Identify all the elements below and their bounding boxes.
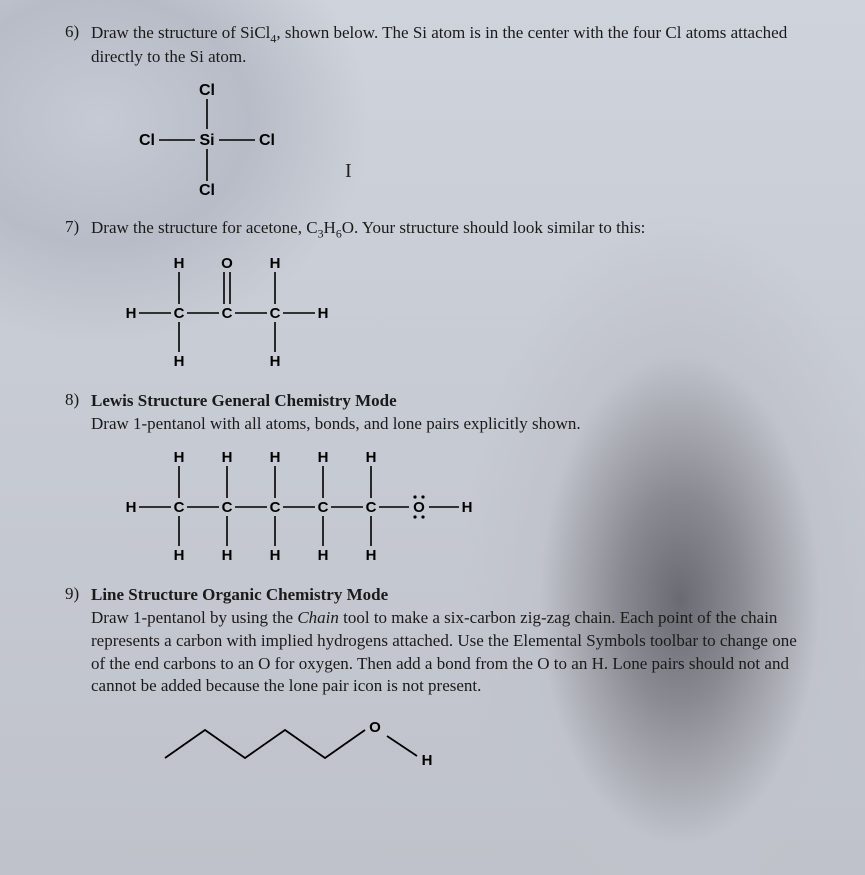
svg-text:H: H <box>462 499 473 516</box>
svg-text:C: C <box>174 499 185 516</box>
atom-h: H <box>422 752 433 769</box>
q9-diagram: O H <box>155 708 815 778</box>
svg-text:O: O <box>413 499 425 516</box>
svg-text:O: O <box>221 255 233 272</box>
question-7: 7) Draw the structure for acetone, C3H6O… <box>65 217 815 371</box>
worksheet-page: 6) Draw the structure of SiCl4, shown be… <box>0 0 865 816</box>
q7-number: 7) <box>65 217 91 237</box>
atom-cl-top: Cl <box>199 82 215 99</box>
q8-number: 8) <box>65 390 91 410</box>
q6-diagram: Cl Si Cl Cl Cl <box>107 79 815 199</box>
atom-cl-left: Cl <box>139 132 155 149</box>
question-6: 6) Draw the structure of SiCl4, shown be… <box>65 22 815 199</box>
q7-tb: H <box>324 218 336 237</box>
q7-text: Draw the structure for acetone, C3H6O. Y… <box>91 217 815 241</box>
pentanol-line: O H <box>155 708 475 778</box>
svg-text:H: H <box>126 499 137 516</box>
q6-number: 6) <box>65 22 91 42</box>
q7-diagram: H O H H C C C H H H <box>107 252 815 372</box>
svg-text:H: H <box>270 449 281 466</box>
atom-o: O <box>369 719 381 736</box>
svg-text:H: H <box>222 449 233 466</box>
q7-tc: O. Your structure should look similar to… <box>342 218 646 237</box>
q8-body: Draw 1-pentanol with all atoms, bonds, a… <box>91 414 581 433</box>
pentanol-lewis: H H H H H H C C C C C O H H H <box>107 446 507 566</box>
svg-text:C: C <box>270 499 281 516</box>
q9-ta: Draw 1-pentanol by using the <box>91 608 297 627</box>
svg-text:H: H <box>270 547 281 564</box>
q7-ta: Draw the structure for acetone, C <box>91 218 318 237</box>
svg-text:C: C <box>222 499 233 516</box>
q8-diagram: H H H H H H C C C C C O H H H <box>107 446 815 566</box>
sicl4-structure: Cl Si Cl Cl Cl <box>107 79 447 199</box>
svg-text:H: H <box>174 547 185 564</box>
svg-text:C: C <box>270 305 281 322</box>
q9-number: 9) <box>65 584 91 604</box>
svg-text:H: H <box>174 449 185 466</box>
svg-text:H: H <box>318 449 329 466</box>
acetone-structure: H O H H C C C H H H <box>107 252 367 372</box>
svg-text:C: C <box>174 305 185 322</box>
q9-chain: Chain <box>297 608 339 627</box>
question-8: 8) Lewis Structure General Chemistry Mod… <box>65 390 815 566</box>
svg-text:H: H <box>366 547 377 564</box>
svg-text:H: H <box>174 353 185 370</box>
svg-text:H: H <box>366 449 377 466</box>
atom-cl-bottom: Cl <box>199 182 215 199</box>
atom-si: Si <box>199 132 214 149</box>
q8-title: Lewis Structure General Chemistry Mode <box>91 391 397 410</box>
q9-text: Line Structure Organic Chemistry Mode Dr… <box>91 584 815 699</box>
q9-title: Line Structure Organic Chemistry Mode <box>91 585 388 604</box>
question-9: 9) Line Structure Organic Chemistry Mode… <box>65 584 815 779</box>
svg-text:C: C <box>318 499 329 516</box>
svg-text:H: H <box>318 547 329 564</box>
q8-text: Lewis Structure General Chemistry Mode D… <box>91 390 815 436</box>
svg-text:C: C <box>222 305 233 322</box>
q6-text: Draw the structure of SiCl4, shown below… <box>91 22 815 69</box>
svg-text:H: H <box>174 255 185 272</box>
q6-text-a: Draw the structure of SiCl <box>91 23 270 42</box>
svg-text:H: H <box>318 305 329 322</box>
svg-text:H: H <box>270 353 281 370</box>
svg-text:H: H <box>222 547 233 564</box>
svg-text:C: C <box>366 499 377 516</box>
svg-text:H: H <box>270 255 281 272</box>
text-cursor: I <box>345 160 352 183</box>
atom-cl-right: Cl <box>259 132 275 149</box>
svg-text:H: H <box>126 305 137 322</box>
